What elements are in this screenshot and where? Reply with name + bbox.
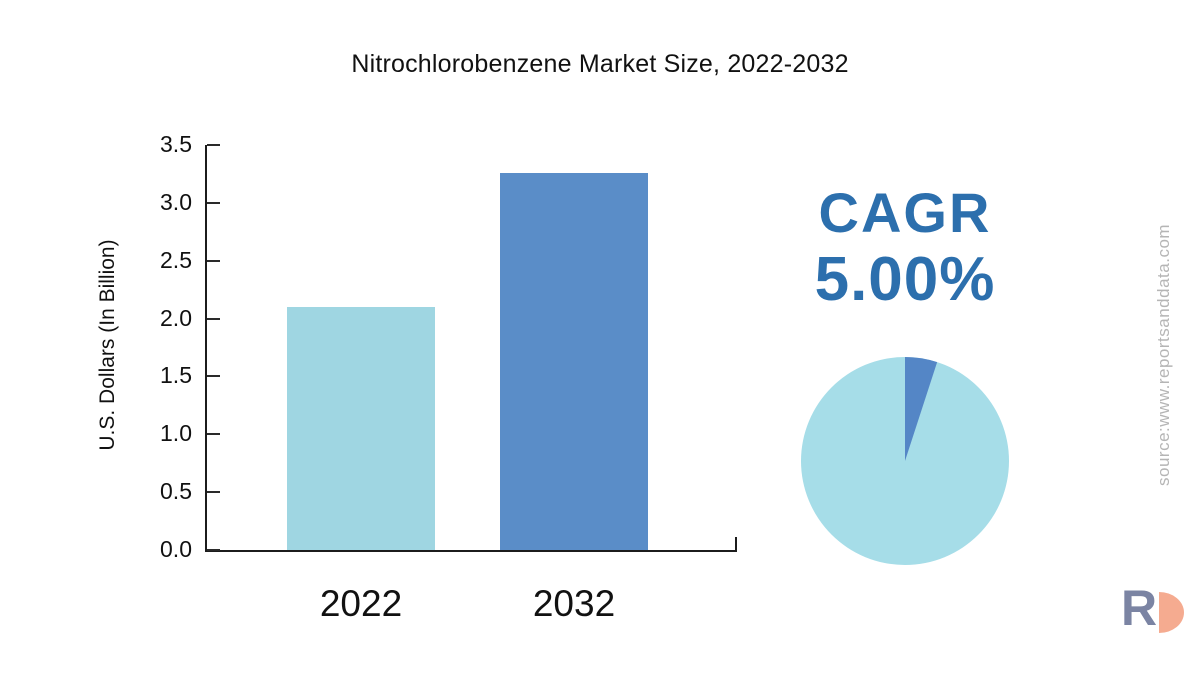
y-tick-label: 0.5 <box>160 478 192 505</box>
chart-title: Nitrochlorobenzene Market Size, 2022-203… <box>351 50 849 78</box>
pie-chart <box>801 357 1009 565</box>
cagr-label: CAGR <box>818 181 992 244</box>
y-tick-label: 1.0 <box>160 420 192 447</box>
y-tick-label: 1.5 <box>160 362 192 389</box>
x-axis-end-tick <box>735 537 737 550</box>
y-tick-mark <box>207 201 220 204</box>
y-tick-label: 0.0 <box>160 536 192 562</box>
reports-and-data-logo: R <box>1121 583 1185 637</box>
logo-letter-r: R <box>1121 580 1157 636</box>
y-tick-label: 3.5 <box>160 131 192 157</box>
y-tick-mark <box>207 491 220 494</box>
y-tick-mark <box>207 144 220 146</box>
y-tick-label: 3.0 <box>160 188 192 215</box>
source-watermark: source:www.reportsanddata.com <box>1154 223 1173 486</box>
x-tick-label-2032: 2032 <box>532 583 616 624</box>
y-tick-mark <box>207 375 220 378</box>
bar-2032 <box>500 173 648 550</box>
cagr-annotation: CAGR 5.00% <box>815 183 996 317</box>
bar-2022 <box>287 307 435 550</box>
bar-chart-plot-area <box>205 144 737 552</box>
cagr-value: 5.00% <box>814 245 996 314</box>
y-tick-mark <box>207 259 220 262</box>
y-axis-title: U.S. Dollars (In Billion) <box>96 239 119 451</box>
pie-slice <box>905 357 938 461</box>
y-axis-tick-labels: 0.0 0.5 1.0 1.5 2.0 2.5 3.0 3.5 <box>138 131 192 562</box>
y-tick-mark <box>207 433 220 436</box>
y-tick-mark <box>207 549 220 551</box>
logo-d-shape <box>1159 592 1184 633</box>
y-tick-mark <box>207 317 220 320</box>
y-tick-label: 2.0 <box>160 304 192 331</box>
x-tick-label-2022: 2022 <box>319 583 403 624</box>
y-tick-label: 2.5 <box>160 246 192 273</box>
